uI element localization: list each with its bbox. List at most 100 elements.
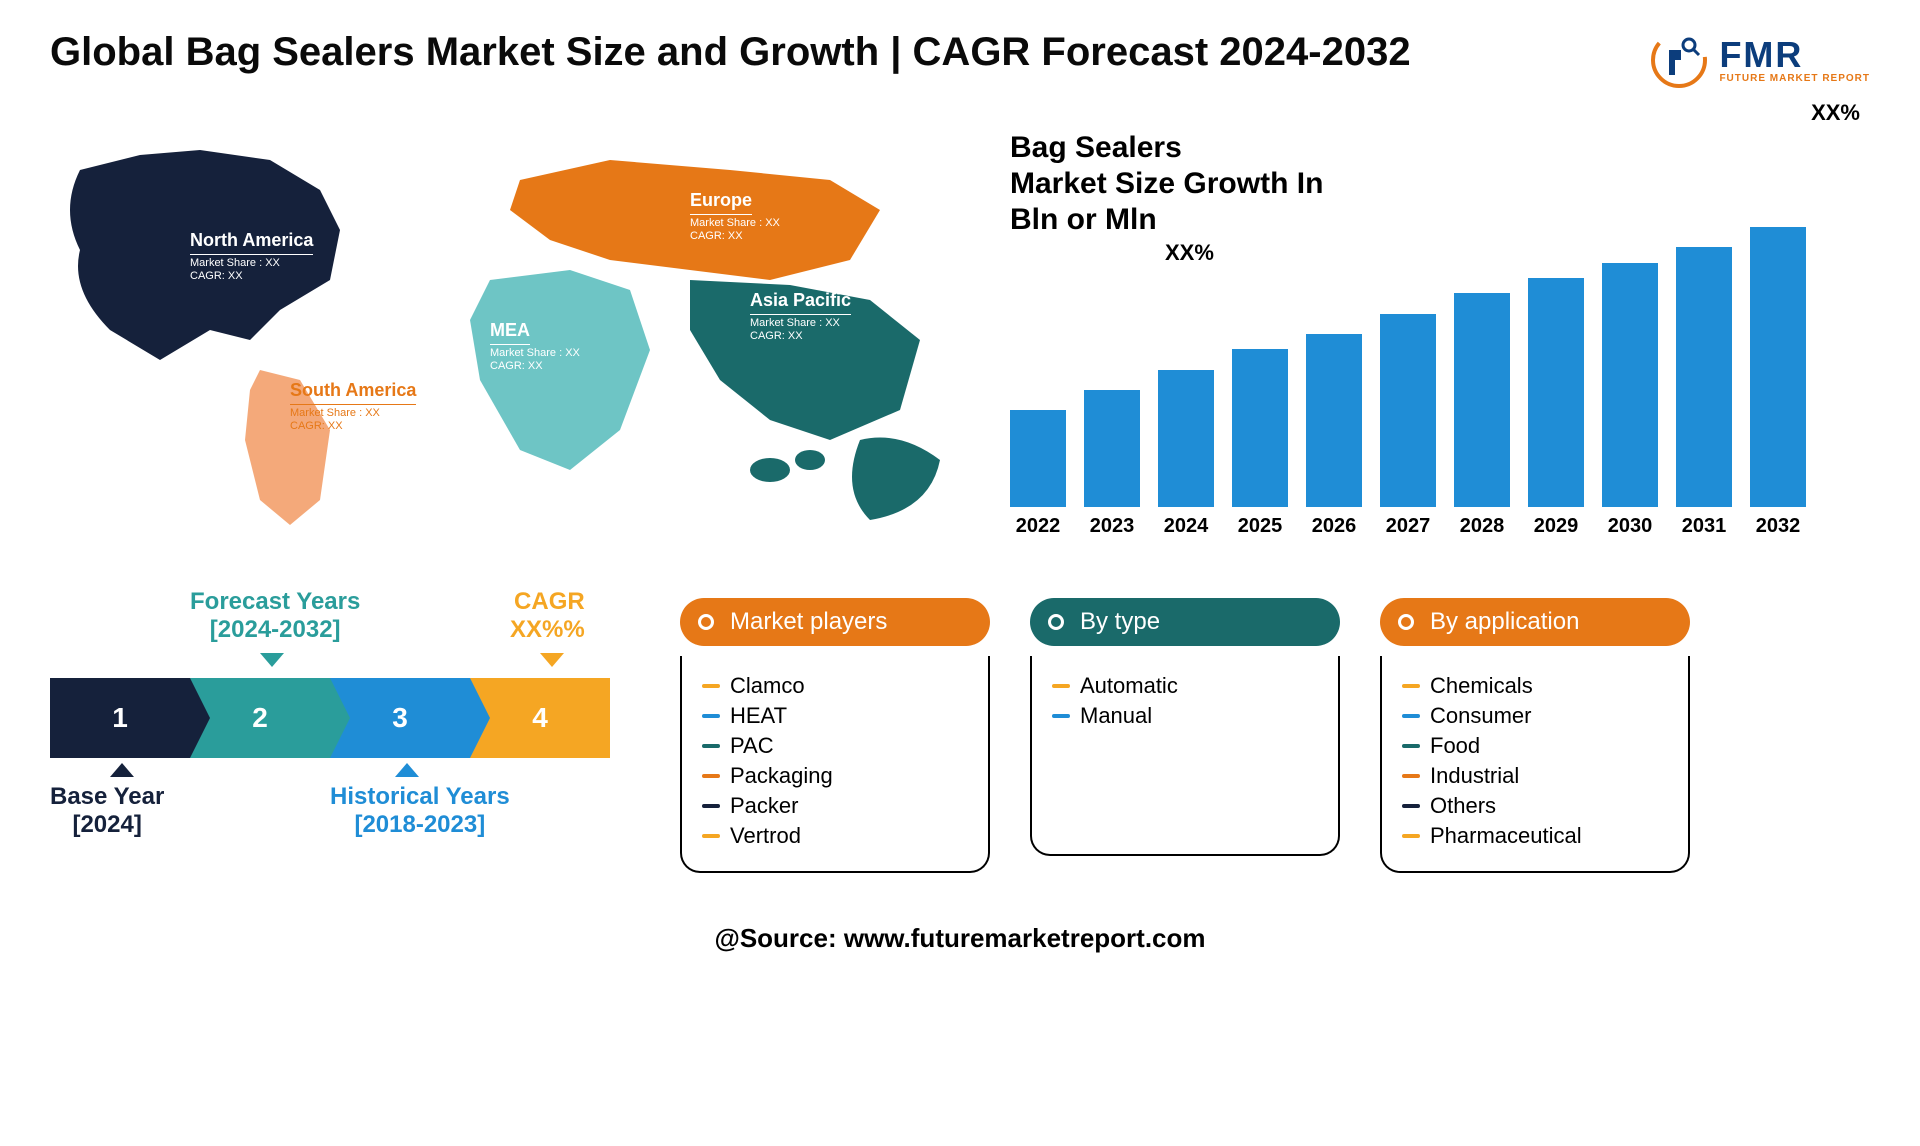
- list-item-label: Clamco: [730, 673, 805, 699]
- list-item: Consumer: [1402, 701, 1668, 731]
- tl-base: Base Year [2024]: [50, 783, 164, 839]
- tl-forecast-title: Forecast Years: [190, 588, 360, 615]
- bar-wrap: 2023: [1084, 390, 1140, 538]
- bar: [1528, 278, 1584, 507]
- bar-year-label: 2026: [1312, 515, 1357, 538]
- region-sa-name: South America: [290, 380, 416, 405]
- list-item-label: Automatic: [1080, 673, 1178, 699]
- chart-title: Bag SealersMarket Size Growth InBln or M…: [1010, 130, 1870, 238]
- region-na-share: Market Share : XX: [190, 257, 313, 270]
- region-na-name: North America: [190, 230, 313, 255]
- bar-year-label: 2030: [1608, 515, 1653, 538]
- category-box: By type AutomaticManual: [1030, 598, 1340, 873]
- bar-year-label: 2023: [1090, 515, 1135, 538]
- tl-cagr-title: CAGR: [514, 588, 585, 615]
- tick-icon: [702, 774, 720, 778]
- bar-wrap: 2027: [1380, 314, 1436, 538]
- tick-icon: [1052, 684, 1070, 688]
- tl-hist-title: Historical Years: [330, 783, 510, 810]
- region-eu-cagr: CAGR: XX: [690, 230, 780, 243]
- bar-year-label: 2032: [1756, 515, 1801, 538]
- tick-icon: [702, 744, 720, 748]
- logo-text-sub: FUTURE MARKET REPORT: [1719, 73, 1870, 84]
- category-pill: Market players: [680, 598, 990, 646]
- list-item: Automatic: [1052, 671, 1318, 701]
- tl-seg-3: 3: [330, 678, 470, 758]
- list-item: Pharmaceutical: [1402, 821, 1668, 851]
- list-item-label: Chemicals: [1430, 673, 1533, 699]
- bar: [1380, 314, 1436, 507]
- list-item: Chemicals: [1402, 671, 1668, 701]
- bar-wrap: 2030: [1602, 263, 1658, 538]
- tick-icon: [702, 834, 720, 838]
- tick-icon: [1402, 804, 1420, 808]
- tick-icon: [1402, 714, 1420, 718]
- tl-seg-2: 2: [190, 678, 330, 758]
- bar-wrap: 2032: [1750, 227, 1806, 538]
- region-ap-name: Asia Pacific: [750, 290, 851, 315]
- list-item: HEAT: [702, 701, 968, 731]
- list-item-label: Packaging: [730, 763, 833, 789]
- region-mea-name: MEA: [490, 320, 530, 345]
- tick-icon: [1402, 684, 1420, 688]
- region-na-cagr: CAGR: XX: [190, 270, 313, 283]
- category-list: Chemicals Consumer FoodIndustrialOthersPha…: [1380, 656, 1690, 873]
- page-title: Global Bag Sealers Market Size and Growt…: [50, 30, 1411, 75]
- bar: [1750, 227, 1806, 507]
- logo: FMR FUTURE MARKET REPORT: [1649, 30, 1870, 90]
- logo-icon: [1649, 30, 1709, 90]
- region-sa-cagr: CAGR: XX: [290, 420, 416, 433]
- arrow-down-icon: [395, 763, 419, 777]
- bar-year-label: 2031: [1682, 515, 1727, 538]
- list-item: Industrial: [1402, 761, 1668, 791]
- category-box: By application Chemicals Consumer FoodIndus…: [1380, 598, 1690, 873]
- bar-year-label: 2027: [1386, 515, 1431, 538]
- bar-year-label: 2022: [1016, 515, 1061, 538]
- bar: [1676, 247, 1732, 507]
- tick-icon: [702, 684, 720, 688]
- list-item: Others: [1402, 791, 1668, 821]
- category-pill: By type: [1030, 598, 1340, 646]
- bar-wrap: 2022: [1010, 410, 1066, 538]
- list-item-label: Packer: [730, 793, 798, 819]
- list-item: Manual: [1052, 701, 1318, 731]
- arrow-up-icon: [540, 653, 564, 667]
- bar-wrap: 2031: [1676, 247, 1732, 538]
- tick-icon: [1402, 744, 1420, 748]
- bar-wrap: 2029: [1528, 278, 1584, 538]
- bar-year-label: 2029: [1534, 515, 1579, 538]
- tl-seg-1: 1: [50, 678, 190, 758]
- bar-wrap: 2025: [1232, 349, 1288, 538]
- category-list: AutomaticManual: [1030, 656, 1340, 856]
- bar: [1232, 349, 1288, 507]
- tl-forecast-sub: [2024-2032]: [190, 616, 360, 644]
- list-item: Clamco: [702, 671, 968, 701]
- tl-hist-sub: [2018-2023]: [330, 811, 510, 839]
- bar-chart: Bag SealersMarket Size Growth InBln or M…: [1010, 130, 1870, 538]
- region-eu-name: Europe: [690, 190, 752, 215]
- bar-wrap: 2028: [1454, 293, 1510, 538]
- region-ap-share: Market Share : XX: [750, 317, 851, 330]
- list-item: Packer: [702, 791, 968, 821]
- tl-historical: Historical Years [2018-2023]: [330, 783, 510, 839]
- bar: [1306, 334, 1362, 507]
- region-ap-cagr: CAGR: XX: [750, 330, 851, 343]
- list-item: PAC: [702, 731, 968, 761]
- bar: [1454, 293, 1510, 507]
- list-item-label: Consumer: [1430, 703, 1531, 729]
- world-map: North America Market Share : XX CAGR: XX…: [50, 130, 970, 530]
- bar: [1602, 263, 1658, 507]
- category-pill: By application: [1380, 598, 1690, 646]
- logo-text-main: FMR: [1719, 37, 1870, 73]
- list-item-label: PAC: [730, 733, 774, 759]
- bar-wrap: 2026: [1306, 334, 1362, 538]
- list-item-label: Food: [1430, 733, 1480, 759]
- category-list: ClamcoHEATPACPackagingPackerVertrod: [680, 656, 990, 873]
- bar-year-label: 2024: [1164, 515, 1209, 538]
- tl-cagr-sub: XX%%: [510, 616, 585, 644]
- bar-wrap: 2024: [1158, 370, 1214, 538]
- region-sa-share: Market Share : XX: [290, 407, 416, 420]
- tick-icon: [1402, 834, 1420, 838]
- tl-base-title: Base Year: [50, 783, 164, 810]
- bar-year-label: 2025: [1238, 515, 1283, 538]
